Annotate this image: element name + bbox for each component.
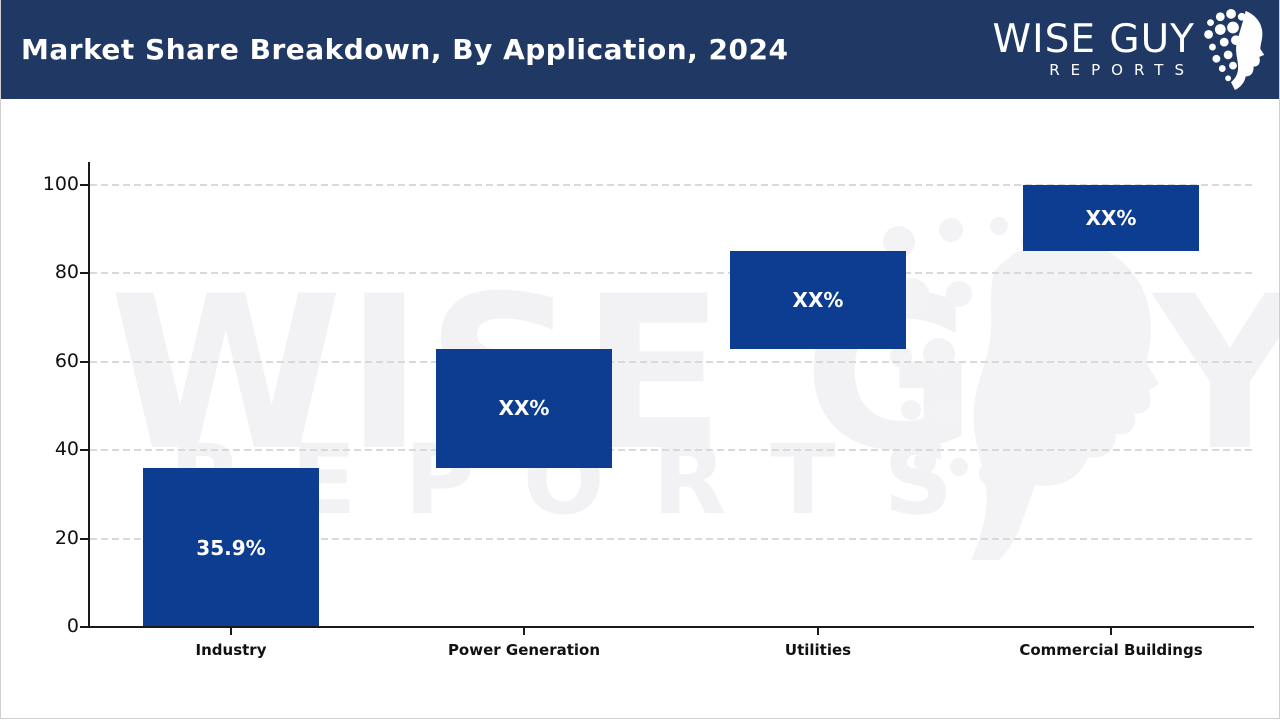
- bar-value-label: XX%: [498, 396, 550, 421]
- x-tick-mark: [230, 627, 232, 635]
- y-tick-mark: [80, 449, 88, 452]
- y-tick-label: 80: [54, 261, 79, 284]
- y-tick-label: 100: [42, 173, 79, 195]
- bar-value-label: XX%: [792, 287, 844, 312]
- y-tick-mark: [80, 537, 88, 540]
- gridline-60: [90, 360, 1253, 363]
- x-tick-label: Industry: [195, 641, 267, 659]
- x-tick-label: Commercial Buildings: [1019, 641, 1203, 659]
- bar-industry: 35.9%: [143, 468, 319, 627]
- gridline-40: [90, 449, 1253, 452]
- y-tick-mark: [80, 272, 88, 275]
- chart-title: Market Share Breakdown, By Application, …: [21, 33, 789, 66]
- y-tick-label: 40: [54, 438, 79, 461]
- bar-power-generation: XX%: [436, 348, 612, 469]
- x-tick-label: Power Generation: [447, 641, 601, 659]
- x-tick-mark: [1110, 627, 1112, 635]
- y-tick-label: 0: [66, 615, 79, 637]
- y-tick-mark: [80, 360, 88, 363]
- header: Market Share Breakdown, By Application, …: [1, 0, 1279, 99]
- bar-value-label: 35.9%: [196, 535, 266, 560]
- bar-commercial-buildings: XX%: [1023, 185, 1199, 251]
- brand-logo-text: WISE GUY REPORTS: [993, 20, 1195, 78]
- x-tick-mark: [817, 627, 819, 635]
- bar-utilities: XX%: [730, 250, 906, 349]
- watermark-head-icon: [883, 217, 1159, 561]
- y-tick-mark: [80, 626, 88, 628]
- brand-logo: WISE GUY REPORTS: [993, 6, 1269, 92]
- x-tick-label: Utilities: [784, 641, 852, 659]
- y-tick-label: 60: [54, 349, 79, 372]
- gridline-80: [90, 272, 1253, 275]
- x-tick-mark: [523, 627, 525, 635]
- y-tick-mark: [80, 184, 88, 186]
- brand-name: WISE GUY: [992, 17, 1195, 62]
- x-axis-line: [86, 626, 1254, 628]
- bar-value-label: XX%: [1085, 205, 1137, 230]
- gridline-20: [90, 537, 1253, 540]
- brand-subname: REPORTS: [1049, 61, 1195, 79]
- brand-head-icon: [1204, 8, 1265, 91]
- y-tick-label: 20: [54, 526, 79, 549]
- y-axis-line: [88, 162, 90, 628]
- gridline-100: [90, 184, 1253, 186]
